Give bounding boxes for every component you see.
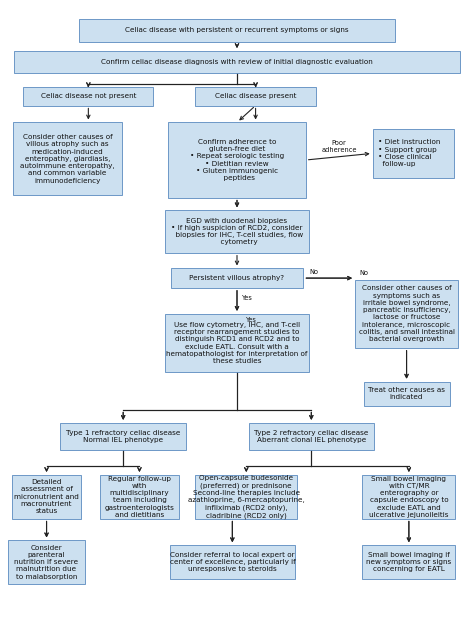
FancyBboxPatch shape [165,314,309,372]
Text: Celiac disease with persistent or recurrent symptoms or signs: Celiac disease with persistent or recurr… [125,27,349,33]
Text: No: No [310,269,319,275]
FancyBboxPatch shape [13,122,122,195]
Text: Yes: Yes [242,295,253,301]
Text: Consider referral to local expert or
center of excellence, particularly if
unres: Consider referral to local expert or cen… [170,552,295,572]
Text: EGD with duodenal biopsies
• If high suspicion of RCD2, consider
  biopsies for : EGD with duodenal biopsies • If high sus… [171,218,303,245]
FancyBboxPatch shape [171,268,303,288]
Text: Consider
parenteral
nutrition if severe
malnutrition due
to malabsorption: Consider parenteral nutrition if severe … [15,544,79,580]
Text: Type 2 refractory celiac disease
Aberrant clonal IEL phenotype: Type 2 refractory celiac disease Aberran… [254,430,368,443]
Text: Confirm celiac disease diagnosis with review of initial diagnostic evaluation: Confirm celiac disease diagnosis with re… [101,59,373,65]
Text: Small bowel imaging if
new symptoms or signs
concerning for EATL: Small bowel imaging if new symptoms or s… [366,552,452,572]
Text: Celiac disease not present: Celiac disease not present [41,93,136,99]
FancyBboxPatch shape [363,475,456,519]
FancyBboxPatch shape [14,51,460,73]
FancyBboxPatch shape [168,122,306,198]
Text: No: No [360,270,369,276]
FancyBboxPatch shape [61,423,186,449]
Text: Confirm adherence to
gluten-free diet
• Repeat serologic testing
• Dietitian rev: Confirm adherence to gluten-free diet • … [190,139,284,181]
Text: Open-capsule budesonide
(preferred) or prednisone
Second-line therapies include
: Open-capsule budesonide (preferred) or p… [188,475,305,519]
FancyBboxPatch shape [12,475,82,519]
Text: Detailed
assessment of
micronutrient and
macronutrient
status: Detailed assessment of micronutrient and… [14,479,79,514]
Text: Celiac disease present: Celiac disease present [215,93,296,99]
Text: Consider other causes of
symptoms such as
irritale bowel syndrome,
pancreatic in: Consider other causes of symptoms such a… [358,286,455,342]
Text: Regular follow-up
with
multidisciplinary
team including
gastroenterologists
and : Regular follow-up with multidisciplinary… [104,476,174,518]
Text: Poor
adherence: Poor adherence [321,140,357,153]
Text: • Diet instruction
• Support group
• Close clinical
  follow-up: • Diet instruction • Support group • Clo… [377,140,440,167]
Text: Yes: Yes [246,317,257,323]
FancyBboxPatch shape [170,545,295,579]
Text: Small bowel imaging
with CT/MR
enterography or
capsule endoscopy to
exclude EATL: Small bowel imaging with CT/MR enterogra… [369,476,448,518]
FancyBboxPatch shape [195,475,297,519]
FancyBboxPatch shape [165,210,309,253]
FancyBboxPatch shape [79,19,395,42]
Text: Treat other causes as
indicated: Treat other causes as indicated [368,387,445,400]
FancyBboxPatch shape [373,129,454,178]
Text: Use flow cytometry, IHC, and T-cell
receptor rearrangement studies to
distinguis: Use flow cytometry, IHC, and T-cell rece… [166,322,308,364]
Text: Consider other causes of
villous atrophy such as
medication-induced
enteropathy,: Consider other causes of villous atrophy… [20,134,115,184]
FancyBboxPatch shape [363,545,456,579]
Text: Persistent villous atrophy?: Persistent villous atrophy? [190,275,284,281]
FancyBboxPatch shape [248,423,374,449]
Text: Type 1 refractory celiac disease
Normal IEL phenotype: Type 1 refractory celiac disease Normal … [66,430,181,443]
FancyBboxPatch shape [23,87,154,106]
FancyBboxPatch shape [100,475,179,519]
FancyBboxPatch shape [195,87,316,106]
FancyBboxPatch shape [356,280,457,348]
FancyBboxPatch shape [8,540,85,584]
FancyBboxPatch shape [364,382,449,406]
